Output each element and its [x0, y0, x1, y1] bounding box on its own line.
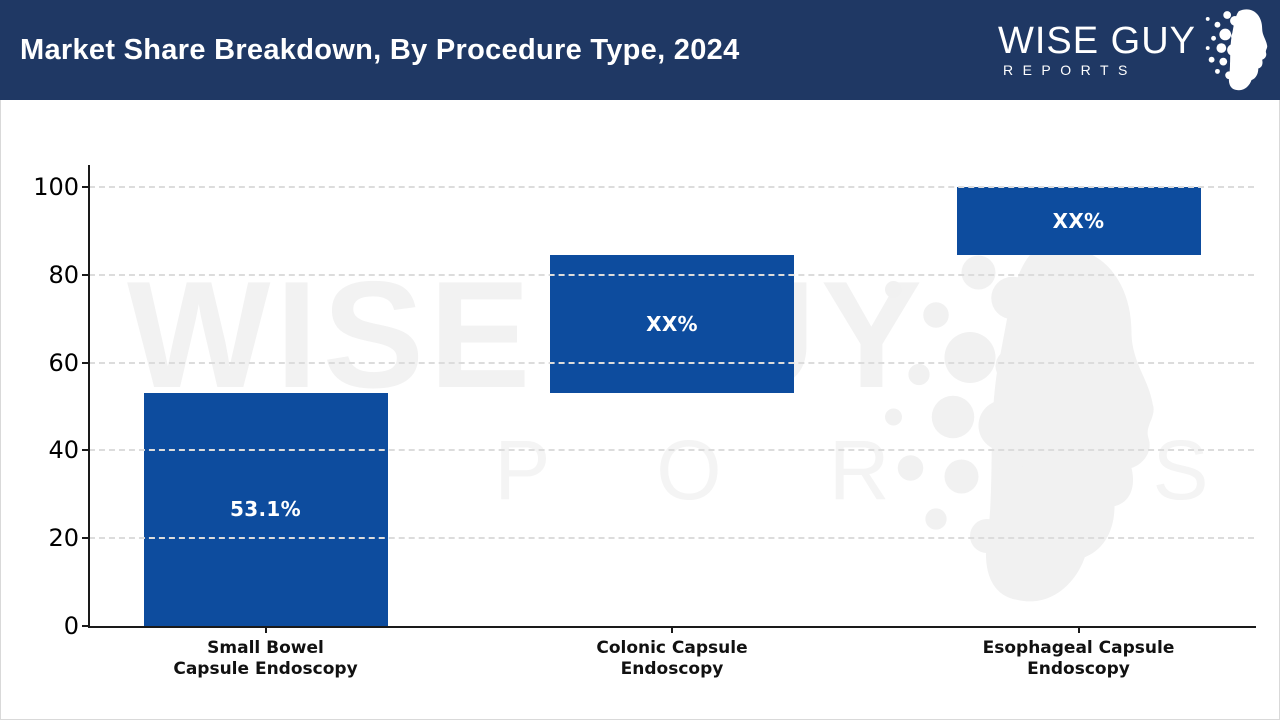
y-tick-mark [82, 537, 89, 540]
bar-value-label: 53.1% [230, 497, 301, 522]
header-bar: Market Share Breakdown, By Procedure Typ… [0, 0, 1280, 100]
x-category-label-line: Capsule Endoscopy [173, 659, 358, 679]
gridline-40 [89, 449, 1254, 452]
y-tick-mark [82, 186, 89, 188]
brand-logo: WISE GUY REPORTS [998, 4, 1268, 96]
brand-subtitle: REPORTS [1002, 62, 1137, 79]
brand-name: WISE GUY [997, 19, 1196, 62]
page-title: Market Share Breakdown, By Procedure Typ… [20, 33, 740, 66]
x-category-label-line: Colonic Capsule [596, 638, 748, 658]
x-category-label: Small Bowel Capsule Endoscopy [106, 638, 426, 680]
gridline-100 [89, 186, 1254, 188]
x-category-label-line: Endoscopy [620, 659, 724, 679]
gridline-60 [89, 361, 1254, 364]
x-tick-mark [1077, 626, 1080, 633]
y-tick-label: 40 [48, 436, 79, 465]
x-category-label-line: Esophageal Capsule [982, 638, 1175, 658]
bar-value-label: XX% [1052, 209, 1105, 234]
y-tick-label: 80 [48, 260, 79, 289]
bar-3: XX% [956, 187, 1201, 256]
x-tick-mark [264, 626, 267, 633]
gridline-20 [89, 537, 1254, 540]
y-tick-mark [82, 449, 89, 452]
x-category-label-line: Endoscopy [1027, 659, 1130, 679]
plot-area: WISE GUY R E P O R T S 0 20 40 60 80 100 53.1%… [0, 100, 1280, 720]
x-category-label: Colonic Capsule Endoscopy [512, 638, 832, 680]
bar-value-label: XX% [646, 312, 698, 337]
y-tick-mark [82, 273, 89, 276]
wiseguy-head-watermark-icon [885, 247, 1154, 602]
gridline-80 [89, 273, 1254, 276]
bar-1: 53.1% [143, 392, 388, 626]
x-tick-mark [671, 626, 673, 633]
y-tick-mark [82, 625, 89, 627]
y-tick-label: 0 [63, 612, 79, 640]
y-tick-label: 20 [48, 524, 79, 553]
wiseguy-head-icon [1205, 9, 1268, 91]
bar-2: XX% [550, 255, 794, 393]
brand-logo-text: WISE GUY REPORTS [997, 19, 1196, 79]
y-tick-label: 100 [33, 173, 79, 201]
y-axis-line [88, 165, 90, 628]
y-tick-label: 60 [48, 348, 79, 377]
x-category-label-line: Small Bowel [207, 638, 324, 658]
y-tick-mark [82, 361, 89, 364]
x-category-label: Esophageal Capsule Endoscopy [919, 638, 1239, 680]
